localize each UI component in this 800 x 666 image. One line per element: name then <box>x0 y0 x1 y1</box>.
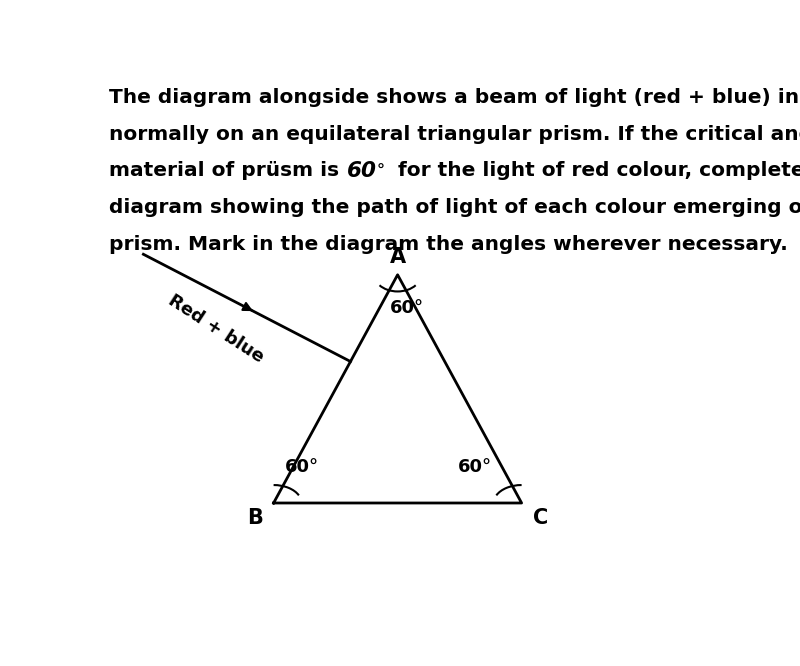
Text: C: C <box>533 508 548 528</box>
Text: for the light of red colour, complete the: for the light of red colour, complete th… <box>385 161 800 180</box>
Text: A: A <box>390 247 406 267</box>
Text: °: ° <box>377 164 385 179</box>
Text: normally on an equilateral triangular prism. If the critical angle for the: normally on an equilateral triangular pr… <box>110 125 800 144</box>
Text: The diagram alongside shows a beam of light (red + blue) incident: The diagram alongside shows a beam of li… <box>110 88 800 107</box>
Text: diagram showing the path of light of each colour emerging out of the: diagram showing the path of light of eac… <box>110 198 800 217</box>
Text: 60°: 60° <box>285 458 318 476</box>
Text: material of prüsm is: material of prüsm is <box>110 161 346 180</box>
Text: 60°: 60° <box>390 299 424 317</box>
Text: B: B <box>247 508 263 528</box>
Text: 60°: 60° <box>458 458 492 476</box>
Text: prism. Mark in the diagram the angles wherever necessary.: prism. Mark in the diagram the angles wh… <box>110 235 788 254</box>
Text: Red + blue: Red + blue <box>165 291 267 366</box>
Text: 60: 60 <box>346 161 377 181</box>
